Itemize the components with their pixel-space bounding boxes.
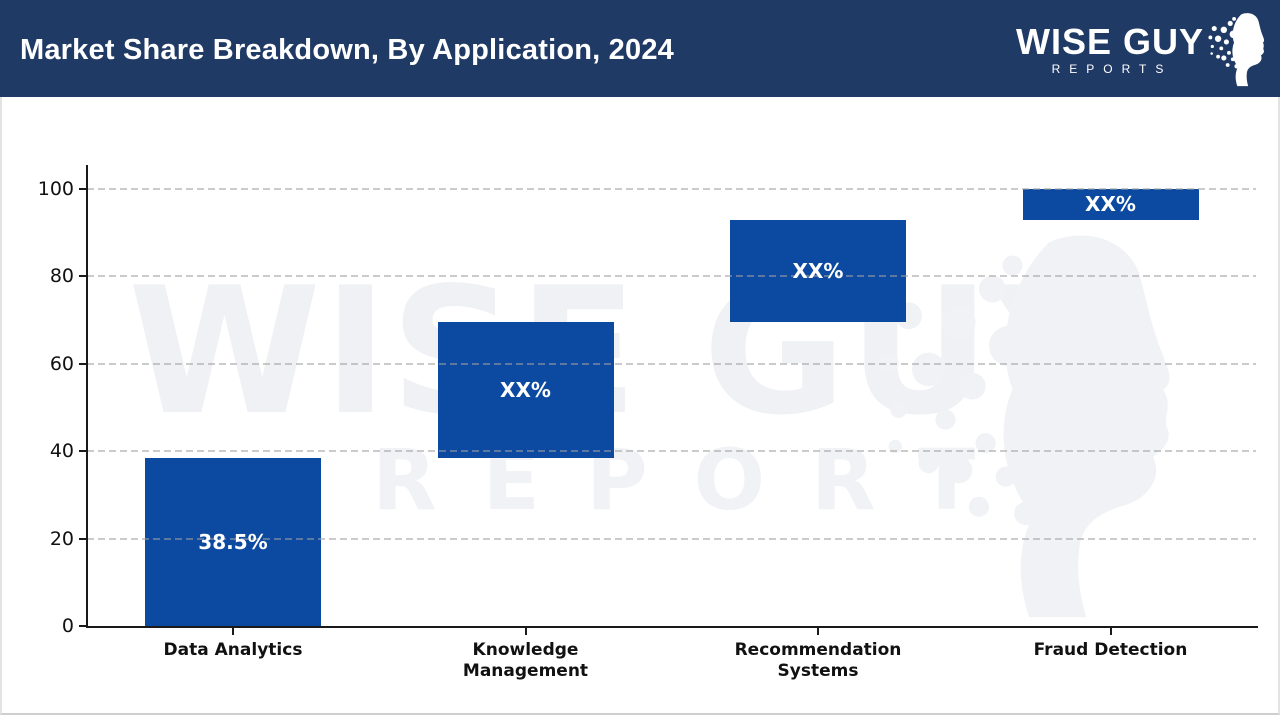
y-tick-label: 80 (49, 265, 74, 287)
x-tick (232, 628, 234, 635)
logo-subtitle: REPORTS (1051, 61, 1173, 76)
bar-value-label: XX% (500, 377, 551, 402)
x-category-label: Data Analytics (163, 640, 303, 660)
wise-guy-face-icon (1204, 10, 1268, 88)
bar-segment (437, 321, 614, 458)
bar-value-label: 38.5% (198, 529, 268, 554)
y-tick (79, 537, 86, 540)
y-tick (79, 275, 86, 277)
gridline-20 (87, 537, 1256, 540)
header-bar: Market Share Breakdown, By Application, … (0, 0, 1280, 97)
bar-segment (730, 220, 906, 322)
y-tick (79, 187, 86, 190)
y-tick-label: 100 (37, 177, 74, 200)
y-tick-label: 20 (49, 527, 74, 550)
y-tick-label: 60 (49, 352, 74, 375)
logo-wordmark: WISE GUY (1015, 20, 1204, 62)
y-tick (79, 362, 86, 365)
x-tick (817, 628, 819, 635)
gridline-80 (87, 275, 1256, 277)
x-category-label: Fraud Detection (1033, 640, 1188, 660)
logo-text: WISE GUY REPORTS (1015, 20, 1204, 76)
gridline-60 (87, 362, 1256, 365)
wise-guy-logo: WISE GUY REPORTS (1016, 6, 1268, 92)
y-tick (79, 450, 86, 452)
y-tick (79, 625, 86, 627)
y-tick-label: 0 (61, 615, 74, 637)
x-category-label: Knowledge Management (462, 640, 589, 681)
bar-value-label: XX% (792, 258, 844, 283)
bar-segment (1022, 188, 1199, 220)
bar-segment (145, 457, 321, 626)
x-category-label: Recommendation Systems (734, 640, 902, 681)
y-tick-label: 40 (49, 440, 74, 462)
y-axis-spine (86, 165, 88, 628)
x-axis-spine (86, 626, 1258, 628)
gridline-100 (87, 187, 1256, 190)
gridline-40 (87, 450, 1256, 452)
chart-title: Market Share Breakdown, By Application, … (20, 34, 674, 66)
watermark-wordmark: WISE GUY (128, 251, 1122, 454)
bar-value-label: XX% (1085, 192, 1136, 217)
x-tick (1109, 628, 1112, 635)
x-tick (524, 628, 527, 635)
